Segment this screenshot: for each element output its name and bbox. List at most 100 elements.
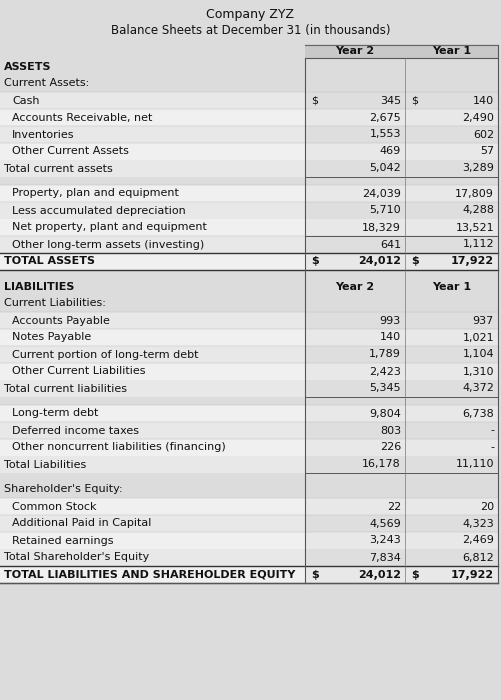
Text: 937: 937 xyxy=(473,316,494,326)
Bar xyxy=(305,515,498,532)
Text: Company ZYZ: Company ZYZ xyxy=(206,8,295,21)
Bar xyxy=(305,498,498,515)
Bar xyxy=(305,405,498,422)
Text: 16,178: 16,178 xyxy=(362,459,401,470)
Bar xyxy=(0,515,305,532)
Text: 17,922: 17,922 xyxy=(451,256,494,267)
Text: Shareholder's Equity:: Shareholder's Equity: xyxy=(4,484,123,494)
Text: $: $ xyxy=(411,570,419,580)
Text: Year 2: Year 2 xyxy=(336,281,375,291)
Text: 803: 803 xyxy=(380,426,401,435)
Bar xyxy=(305,253,498,270)
Text: 469: 469 xyxy=(380,146,401,157)
Text: Less accumulated depreciation: Less accumulated depreciation xyxy=(12,206,186,216)
Bar xyxy=(0,202,305,219)
Bar xyxy=(0,185,305,202)
Bar xyxy=(305,75,498,92)
Text: $: $ xyxy=(411,256,419,267)
Text: 602: 602 xyxy=(473,130,494,139)
Text: Net property, plant and equipment: Net property, plant and equipment xyxy=(12,223,207,232)
Text: 13,521: 13,521 xyxy=(455,223,494,232)
Text: Current Liabilities:: Current Liabilities: xyxy=(4,298,106,309)
Bar xyxy=(0,566,305,583)
Bar xyxy=(0,422,305,439)
Text: 6,738: 6,738 xyxy=(462,409,494,419)
Text: Accounts Receivable, net: Accounts Receivable, net xyxy=(12,113,152,122)
Text: 5,710: 5,710 xyxy=(369,206,401,216)
Bar xyxy=(305,143,498,160)
Text: Total current assets: Total current assets xyxy=(4,164,113,174)
Text: 24,039: 24,039 xyxy=(362,188,401,199)
Text: $: $ xyxy=(311,570,319,580)
Text: 1,021: 1,021 xyxy=(462,332,494,342)
Text: Year 1: Year 1 xyxy=(432,46,471,57)
Bar xyxy=(0,473,305,481)
Bar xyxy=(305,45,498,58)
Bar xyxy=(0,177,305,185)
Bar xyxy=(0,143,305,160)
Text: 2,469: 2,469 xyxy=(462,536,494,545)
Bar xyxy=(0,312,305,329)
Bar xyxy=(0,405,305,422)
Bar xyxy=(305,456,498,473)
Bar xyxy=(0,346,305,363)
Text: Deferred income taxes: Deferred income taxes xyxy=(12,426,139,435)
Text: 2,490: 2,490 xyxy=(462,113,494,122)
Text: Current portion of long-term debt: Current portion of long-term debt xyxy=(12,349,198,360)
Bar xyxy=(305,439,498,456)
Text: 24,012: 24,012 xyxy=(358,256,401,267)
Text: Total current liabilities: Total current liabilities xyxy=(4,384,127,393)
Text: Year 1: Year 1 xyxy=(432,281,471,291)
Text: 20: 20 xyxy=(480,501,494,512)
Bar xyxy=(0,481,305,498)
Text: Cash: Cash xyxy=(12,95,40,106)
Bar xyxy=(305,92,498,109)
Text: 3,243: 3,243 xyxy=(369,536,401,545)
Bar xyxy=(305,236,498,253)
Bar xyxy=(0,532,305,549)
Bar xyxy=(0,253,305,270)
Bar xyxy=(0,75,305,92)
Text: 641: 641 xyxy=(380,239,401,249)
Text: Year 2: Year 2 xyxy=(336,46,375,57)
Bar xyxy=(0,92,305,109)
Text: Other noncurrent liabilities (financing): Other noncurrent liabilities (financing) xyxy=(12,442,226,452)
Text: 4,323: 4,323 xyxy=(462,519,494,528)
Text: Other Current Liabilities: Other Current Liabilities xyxy=(12,367,145,377)
Text: 993: 993 xyxy=(380,316,401,326)
Bar xyxy=(305,329,498,346)
Text: Current Assets:: Current Assets: xyxy=(4,78,89,88)
Text: 4,288: 4,288 xyxy=(462,206,494,216)
Bar xyxy=(0,278,305,295)
Text: 6,812: 6,812 xyxy=(462,552,494,563)
Text: 18,329: 18,329 xyxy=(362,223,401,232)
Text: 11,110: 11,110 xyxy=(455,459,494,470)
Bar xyxy=(305,566,498,583)
Bar xyxy=(305,549,498,566)
Bar xyxy=(0,236,305,253)
Bar xyxy=(0,397,305,405)
Text: Long-term debt: Long-term debt xyxy=(12,409,98,419)
Text: ASSETS: ASSETS xyxy=(4,62,52,71)
Bar xyxy=(305,481,498,498)
Bar xyxy=(0,109,305,126)
Text: 1,104: 1,104 xyxy=(462,349,494,360)
Text: Balance Sheets at December 31 (in thousands): Balance Sheets at December 31 (in thousa… xyxy=(111,24,390,37)
Bar xyxy=(305,397,498,405)
Bar xyxy=(0,456,305,473)
Bar xyxy=(305,346,498,363)
Text: Other Current Assets: Other Current Assets xyxy=(12,146,129,157)
Bar xyxy=(0,58,305,75)
Text: Notes Payable: Notes Payable xyxy=(12,332,91,342)
Text: TOTAL LIABILITIES AND SHAREHOLDER EQUITY: TOTAL LIABILITIES AND SHAREHOLDER EQUITY xyxy=(4,570,296,580)
Text: Retained earnings: Retained earnings xyxy=(12,536,114,545)
Bar xyxy=(0,380,305,397)
Text: Additional Paid in Capital: Additional Paid in Capital xyxy=(12,519,151,528)
Bar xyxy=(305,278,498,295)
Text: 1,789: 1,789 xyxy=(369,349,401,360)
Bar xyxy=(0,270,305,278)
Text: 22: 22 xyxy=(387,501,401,512)
Text: -: - xyxy=(490,426,494,435)
Bar xyxy=(305,532,498,549)
Bar xyxy=(0,363,305,380)
